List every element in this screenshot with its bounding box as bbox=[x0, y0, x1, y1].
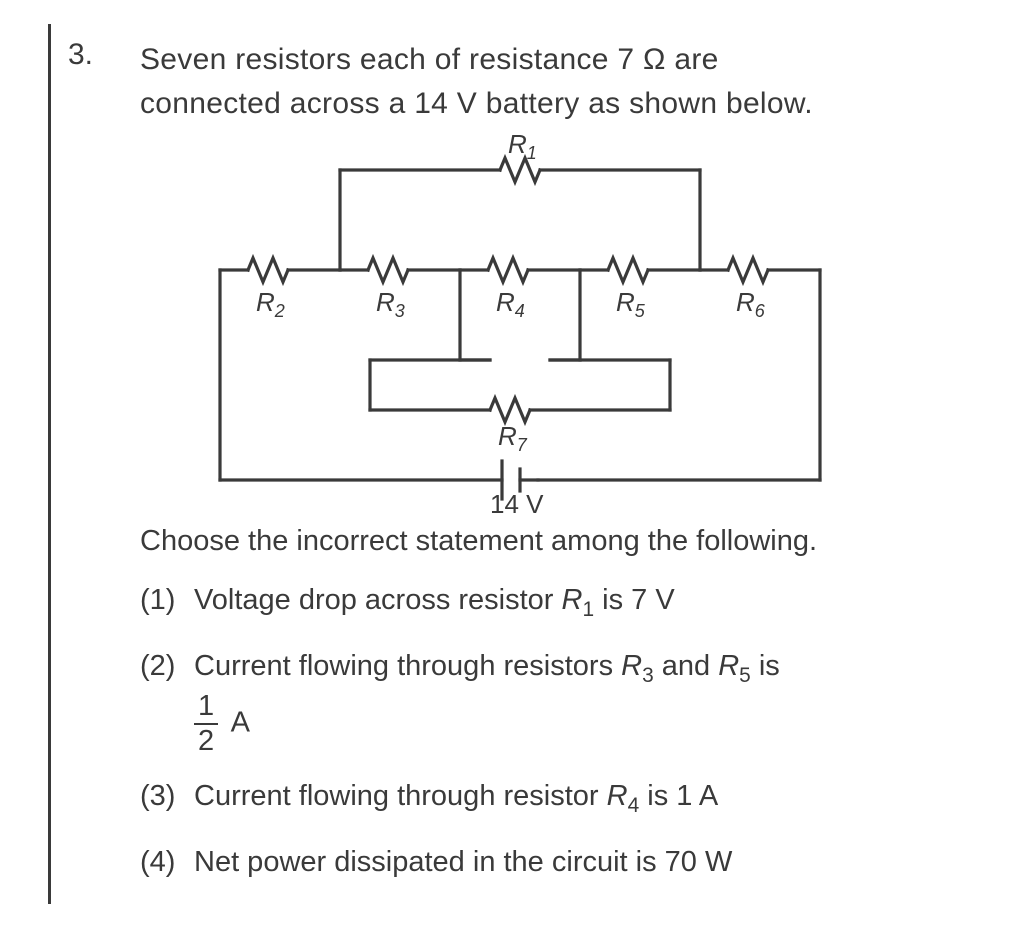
option-4: (4) Net power dissipated in the circuit … bbox=[140, 840, 940, 885]
r2-label: R bbox=[256, 287, 275, 317]
options: (1) Voltage drop across resistor R1 is 7… bbox=[140, 578, 940, 903]
option-4-num: (4) bbox=[140, 840, 194, 885]
page: 3. Seven resistors each of resistance 7 … bbox=[0, 0, 1024, 936]
svg-text:R5: R5 bbox=[616, 287, 646, 321]
r2-sub: 2 bbox=[274, 301, 285, 321]
choose-text: Choose the incorrect statement among the… bbox=[140, 525, 940, 558]
option-3: (3) Current flowing through resistor R4 … bbox=[140, 774, 940, 822]
r4-label: R bbox=[496, 287, 515, 317]
svg-text:R6: R6 bbox=[736, 287, 766, 321]
svg-text:R1: R1 bbox=[508, 135, 537, 163]
r6-sub: 6 bbox=[755, 301, 766, 321]
option-2-num: (2) bbox=[140, 644, 194, 689]
r5-label: R bbox=[616, 287, 635, 317]
battery-label: 14 V bbox=[490, 489, 544, 515]
r5-sub: 5 bbox=[635, 301, 646, 321]
svg-text:R4: R4 bbox=[496, 287, 525, 321]
fraction-half: 1 2 bbox=[194, 692, 218, 756]
option-2-text: Current flowing through resistors R3 and… bbox=[194, 644, 780, 756]
r4-sub: 4 bbox=[515, 301, 525, 321]
r7-sub: 7 bbox=[517, 435, 528, 455]
circuit-diagram: R1 R2 R3 R4 R5 R6 R7 14 V bbox=[190, 135, 830, 515]
option-1-text: Voltage drop across resistor R1 is 7 V bbox=[194, 578, 675, 626]
margin-rule bbox=[48, 24, 51, 904]
option-1-num: (1) bbox=[140, 578, 194, 623]
option-1: (1) Voltage drop across resistor R1 is 7… bbox=[140, 578, 940, 626]
r3-label: R bbox=[376, 287, 395, 317]
question-line-2: connected across a 14 V battery as shown… bbox=[140, 87, 813, 120]
option-2: (2) Current flowing through resistors R3… bbox=[140, 644, 940, 756]
r6-label: R bbox=[736, 287, 755, 317]
question-number: 3. bbox=[68, 38, 93, 72]
option-3-num: (3) bbox=[140, 774, 194, 819]
r3-sub: 3 bbox=[395, 301, 405, 321]
question-text: Seven resistors each of resistance 7 Ω a… bbox=[140, 38, 920, 125]
svg-text:R2: R2 bbox=[256, 287, 285, 321]
option-4-text: Net power dissipated in the circuit is 7… bbox=[194, 840, 732, 885]
r1-sub: 1 bbox=[527, 143, 537, 163]
option-3-text: Current flowing through resistor R4 is 1… bbox=[194, 774, 718, 822]
r1-label: R bbox=[508, 135, 527, 159]
r7-label: R bbox=[498, 421, 517, 451]
question-line-1: Seven resistors each of resistance 7 Ω a… bbox=[140, 43, 719, 76]
svg-text:R7: R7 bbox=[498, 421, 528, 455]
svg-text:R3: R3 bbox=[376, 287, 405, 321]
